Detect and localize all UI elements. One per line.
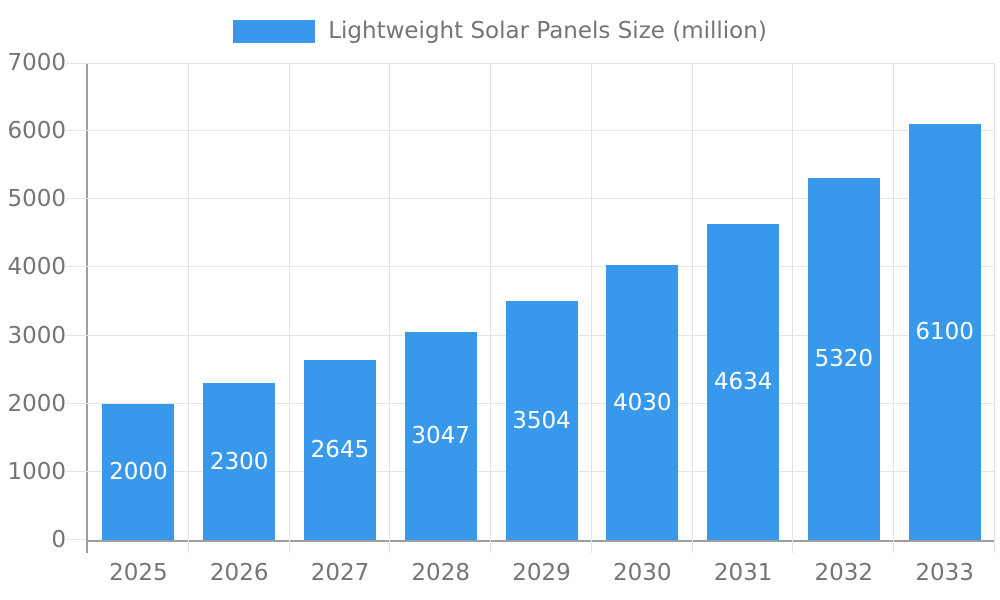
bar-value-label-2027: 2645 xyxy=(310,436,370,463)
y-axis-tick-0 xyxy=(66,539,86,540)
bar-2032: 5320 xyxy=(807,177,880,540)
bar-value-label-2028: 3047 xyxy=(411,423,470,450)
gridline-x-boundary-1 xyxy=(187,63,189,553)
x-tick-label-2026: 2026 xyxy=(209,560,269,586)
bar-value-label-2032: 5320 xyxy=(814,345,874,372)
bar-value-label-2031: 4634 xyxy=(713,369,773,396)
legend-label: Lightweight Solar Panels Size (million) xyxy=(328,18,767,44)
gridline-x-boundary-3 xyxy=(389,63,391,553)
gridline-x-boundary-7 xyxy=(792,63,794,553)
y-tick-label-7000: 7000 xyxy=(7,50,66,76)
bar-2029: 3504 xyxy=(505,301,578,540)
gridline-y-6000 xyxy=(66,130,995,132)
legend-swatch-icon xyxy=(233,20,316,43)
y-tick-label-1000: 1000 xyxy=(7,458,66,485)
gridline-y-7000 xyxy=(66,63,995,64)
x-tick-label-2031: 2031 xyxy=(713,560,773,586)
y-tick-label-2000: 2000 xyxy=(7,390,66,417)
gridline-x-boundary-8 xyxy=(893,63,895,553)
bar-2025: 2000 xyxy=(102,403,175,540)
bar-value-label-2029: 3504 xyxy=(512,407,571,434)
bar-2028: 3047 xyxy=(404,332,477,540)
y-tick-label-3000: 3000 xyxy=(7,322,66,349)
gridline-y-5000 xyxy=(66,198,995,200)
bar-2030: 4030 xyxy=(606,265,679,540)
bar-value-label-2030: 4030 xyxy=(613,389,672,416)
gridline-x-boundary-4 xyxy=(490,63,492,553)
gridline-x-boundary-6 xyxy=(691,63,693,553)
bar-value-label-2033: 6100 xyxy=(915,319,974,346)
x-tick-label-2030: 2030 xyxy=(613,560,672,586)
gridline-y-4000 xyxy=(66,266,995,268)
x-tick-label-2028: 2028 xyxy=(411,560,470,586)
y-axis-labels: 0 1000 2000 3000 4000 5000 6000 7000 xyxy=(0,50,66,553)
bar-2026: 2300 xyxy=(203,383,276,540)
gridline-x-boundary-9 xyxy=(994,63,995,553)
plot-area: 2000 2300 2645 3047 3504 4030 4634 5320 6100 xyxy=(66,63,995,553)
bar-value-label-2025: 2000 xyxy=(109,458,168,485)
y-tick-label-4000: 4000 xyxy=(7,254,66,281)
y-tick-label-5000: 5000 xyxy=(7,186,66,213)
x-tick-label-2027: 2027 xyxy=(310,560,370,586)
x-tick-label-2032: 2032 xyxy=(814,560,874,586)
bar-2033: 6100 xyxy=(908,124,981,540)
x-axis-labels: 2025 2026 2027 2028 2029 2030 2031 2032 2033 xyxy=(88,559,995,589)
x-tick-label-2033: 2033 xyxy=(915,560,974,586)
y-tick-label-6000: 6000 xyxy=(7,118,66,145)
x-tick-label-2029: 2029 xyxy=(512,560,571,586)
x-axis-corner-tick xyxy=(86,540,88,553)
gridline-x-boundary-5 xyxy=(590,63,592,553)
bar-2027: 2645 xyxy=(303,359,376,540)
gridline-x-boundary-2 xyxy=(288,63,290,553)
chart-legend: Lightweight Solar Panels Size (million) xyxy=(0,20,1000,43)
bar-value-label-2026: 2300 xyxy=(209,448,269,475)
y-tick-label-0: 0 xyxy=(51,527,66,553)
bar-2031: 4634 xyxy=(707,224,780,540)
x-tick-label-2025: 2025 xyxy=(109,560,168,586)
